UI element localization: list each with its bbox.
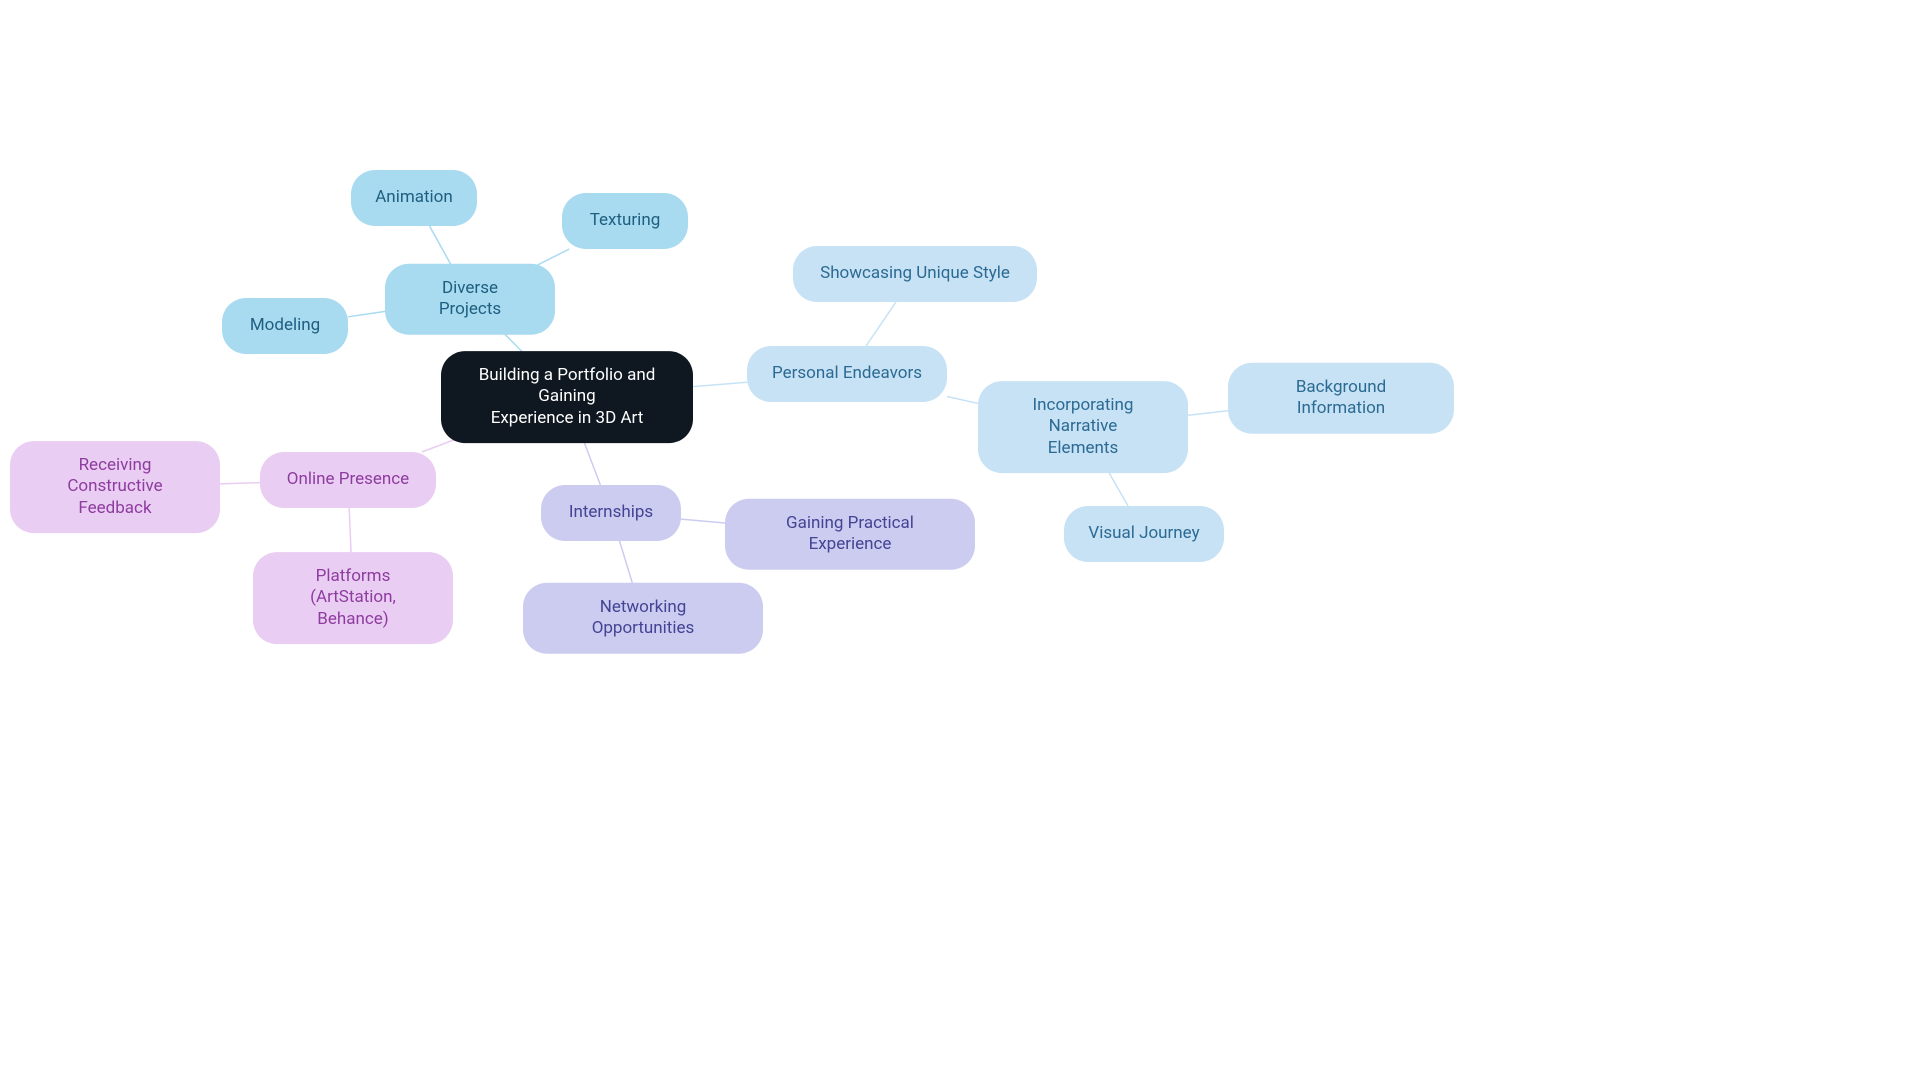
node-personal[interactable]: Personal Endeavors bbox=[747, 346, 947, 402]
node-root[interactable]: Building a Portfolio and GainingExperien… bbox=[441, 351, 693, 443]
node-animation[interactable]: Animation bbox=[351, 170, 477, 226]
node-label: Animation bbox=[375, 187, 453, 208]
node-feedback[interactable]: Receiving ConstructiveFeedback bbox=[10, 441, 220, 533]
node-label: Gaining Practical Experience bbox=[749, 513, 951, 556]
mindmap-canvas: Building a Portfolio and GainingExperien… bbox=[0, 0, 1920, 1083]
node-narrative[interactable]: Incorporating NarrativeElements bbox=[978, 381, 1188, 473]
edge-root-personal bbox=[693, 382, 747, 386]
edge-internships-practical bbox=[681, 519, 725, 523]
node-label: Texturing bbox=[590, 210, 661, 231]
edge-personal-narrative bbox=[947, 396, 978, 403]
node-texturing[interactable]: Texturing bbox=[562, 193, 688, 249]
node-platforms[interactable]: Platforms (ArtStation,Behance) bbox=[253, 552, 453, 644]
node-label: Background Information bbox=[1252, 377, 1430, 420]
node-networking[interactable]: Networking Opportunities bbox=[523, 583, 763, 654]
node-online[interactable]: Online Presence bbox=[260, 452, 436, 508]
node-label: Platforms (ArtStation,Behance) bbox=[277, 566, 429, 630]
node-label: Online Presence bbox=[287, 469, 409, 490]
node-label: Visual Journey bbox=[1088, 523, 1199, 544]
node-practical[interactable]: Gaining Practical Experience bbox=[725, 499, 975, 570]
node-label: Diverse Projects bbox=[409, 278, 531, 321]
node-label: Incorporating NarrativeElements bbox=[1002, 395, 1164, 459]
node-internships[interactable]: Internships bbox=[541, 485, 681, 541]
node-label: Building a Portfolio and GainingExperien… bbox=[465, 365, 669, 429]
node-visual_journey[interactable]: Visual Journey bbox=[1064, 506, 1224, 562]
node-label: Receiving ConstructiveFeedback bbox=[34, 455, 196, 519]
node-label: Internships bbox=[569, 502, 653, 523]
node-background_info[interactable]: Background Information bbox=[1228, 363, 1454, 434]
node-diverse[interactable]: Diverse Projects bbox=[385, 264, 555, 335]
edge-diverse-modeling bbox=[348, 311, 385, 316]
edge-online-feedback bbox=[220, 483, 260, 484]
node-unique_style[interactable]: Showcasing Unique Style bbox=[793, 246, 1037, 302]
node-label: Showcasing Unique Style bbox=[820, 263, 1010, 284]
edge-narrative-background_info bbox=[1188, 411, 1228, 415]
edge-personal-unique_style bbox=[866, 302, 896, 346]
node-label: Personal Endeavors bbox=[772, 363, 922, 384]
node-modeling[interactable]: Modeling bbox=[222, 298, 348, 354]
node-label: Networking Opportunities bbox=[547, 597, 739, 640]
node-label: Modeling bbox=[250, 315, 320, 336]
